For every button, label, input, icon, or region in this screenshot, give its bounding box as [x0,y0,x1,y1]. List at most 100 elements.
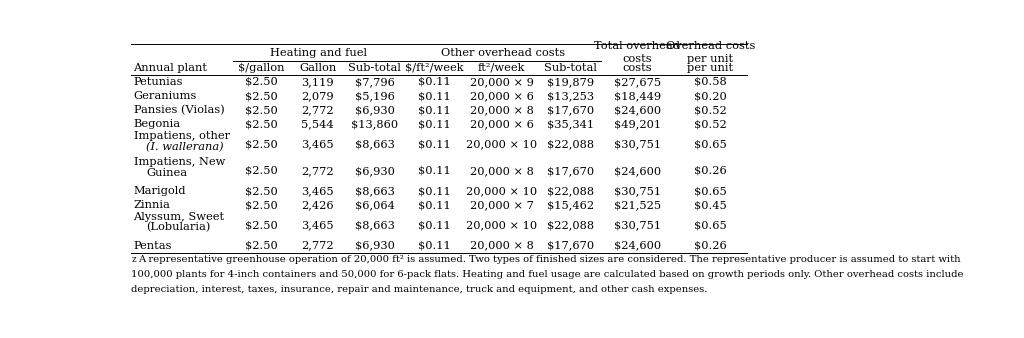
Text: $0.52: $0.52 [694,105,727,115]
Text: z: z [131,255,136,264]
Text: Pentas: Pentas [133,241,172,250]
Text: 20,000 × 10: 20,000 × 10 [466,140,538,150]
Text: 2,426: 2,426 [301,200,334,210]
Text: Begonia: Begonia [133,120,180,129]
Text: $30,751: $30,751 [614,140,662,150]
Text: $2.50: $2.50 [246,186,279,196]
Text: 20,000 × 8: 20,000 × 8 [470,166,534,176]
Text: $6,930: $6,930 [355,241,394,250]
Text: $0.11: $0.11 [418,241,451,250]
Text: $24,600: $24,600 [614,105,662,115]
Text: $6,930: $6,930 [355,166,394,176]
Text: $19,879: $19,879 [547,77,594,87]
Text: $0.58: $0.58 [694,77,727,87]
Text: $30,751: $30,751 [614,186,662,196]
Text: $0.11: $0.11 [418,140,451,150]
Text: Other overhead costs: Other overhead costs [441,48,565,57]
Text: $0.26: $0.26 [694,166,727,176]
Text: Annual plant: Annual plant [133,63,208,73]
Text: $7,796: $7,796 [355,77,394,87]
Text: 2,772: 2,772 [301,166,334,176]
Text: 20,000 × 7: 20,000 × 7 [470,200,534,210]
Text: $8,663: $8,663 [355,140,394,150]
Text: $0.11: $0.11 [418,186,451,196]
Text: Total overhead
costs: Total overhead costs [595,42,681,64]
Text: 2,772: 2,772 [301,241,334,250]
Text: $13,860: $13,860 [351,120,398,129]
Text: Zinnia: Zinnia [133,200,170,210]
Text: Petunias: Petunias [133,77,183,87]
Text: $2.50: $2.50 [246,220,279,231]
Text: $2.50: $2.50 [246,140,279,150]
Text: $6,064: $6,064 [355,200,394,210]
Text: $2.50: $2.50 [246,120,279,129]
Text: $2.50: $2.50 [246,91,279,101]
Text: per unit: per unit [687,63,733,73]
Text: $0.20: $0.20 [694,91,727,101]
Text: (I. wallerana): (I. wallerana) [146,142,224,152]
Text: $/ft²/week: $/ft²/week [404,63,463,73]
Text: (Lobularia): (Lobularia) [146,222,211,233]
Text: $24,600: $24,600 [614,166,662,176]
Text: $21,525: $21,525 [614,200,662,210]
Text: $0.11: $0.11 [418,200,451,210]
Text: $6,930: $6,930 [355,105,394,115]
Text: $15,462: $15,462 [547,200,594,210]
Text: Heating and fuel: Heating and fuel [270,48,368,57]
Text: 20,000 × 8: 20,000 × 8 [470,105,534,115]
Text: $2.50: $2.50 [246,166,279,176]
Text: Gallon: Gallon [299,63,336,73]
Text: 20,000 × 6: 20,000 × 6 [470,120,534,129]
Text: $0.11: $0.11 [418,166,451,176]
Text: 20,000 × 10: 20,000 × 10 [466,186,538,196]
Text: 2,772: 2,772 [301,105,334,115]
Text: $2.50: $2.50 [246,105,279,115]
Text: $35,341: $35,341 [547,120,594,129]
Text: $0.52: $0.52 [694,120,727,129]
Text: Marigold: Marigold [133,186,186,196]
Text: Impatiens, other: Impatiens, other [133,131,229,141]
Text: $0.11: $0.11 [418,77,451,87]
Text: $8,663: $8,663 [355,186,394,196]
Text: $0.11: $0.11 [418,120,451,129]
Text: $49,201: $49,201 [614,120,662,129]
Text: $0.11: $0.11 [418,220,451,231]
Text: $18,449: $18,449 [614,91,662,101]
Text: $17,670: $17,670 [547,105,594,115]
Text: $22,088: $22,088 [547,186,594,196]
Text: $/gallon: $/gallon [239,63,285,73]
Text: $0.26: $0.26 [694,241,727,250]
Text: $0.11: $0.11 [418,91,451,101]
Text: 5,544: 5,544 [301,120,334,129]
Text: $0.45: $0.45 [694,200,727,210]
Text: $24,600: $24,600 [614,241,662,250]
Text: ft²/week: ft²/week [478,63,525,73]
Text: 20,000 × 9: 20,000 × 9 [470,77,534,87]
Text: Guinea: Guinea [146,168,187,178]
Text: $0.11: $0.11 [418,105,451,115]
Text: $2.50: $2.50 [246,241,279,250]
Text: A representative greenhouse operation of 20,000 ft² is assumed. Two types of fin: A representative greenhouse operation of… [138,255,961,264]
Text: 3,465: 3,465 [301,186,334,196]
Text: $17,670: $17,670 [547,241,594,250]
Text: Geraniums: Geraniums [133,91,197,101]
Text: $0.65: $0.65 [694,220,727,231]
Text: 3,465: 3,465 [301,140,334,150]
Text: $27,675: $27,675 [614,77,662,87]
Text: Impatiens, New: Impatiens, New [133,158,225,167]
Text: Overhead costs
per unit: Overhead costs per unit [666,42,755,64]
Text: 2,079: 2,079 [301,91,334,101]
Text: $22,088: $22,088 [547,140,594,150]
Text: $22,088: $22,088 [547,220,594,231]
Text: $2.50: $2.50 [246,200,279,210]
Text: $0.65: $0.65 [694,140,727,150]
Text: $8,663: $8,663 [355,220,394,231]
Text: depreciation, interest, taxes, insurance, repair and maintenance, truck and equi: depreciation, interest, taxes, insurance… [131,286,708,294]
Text: Alyssum, Sweet: Alyssum, Sweet [133,212,224,222]
Text: 20,000 × 6: 20,000 × 6 [470,91,534,101]
Text: 20,000 × 8: 20,000 × 8 [470,241,534,250]
Text: Sub-total: Sub-total [545,63,597,73]
Text: $5,196: $5,196 [355,91,394,101]
Text: $30,751: $30,751 [614,220,662,231]
Text: $17,670: $17,670 [547,166,594,176]
